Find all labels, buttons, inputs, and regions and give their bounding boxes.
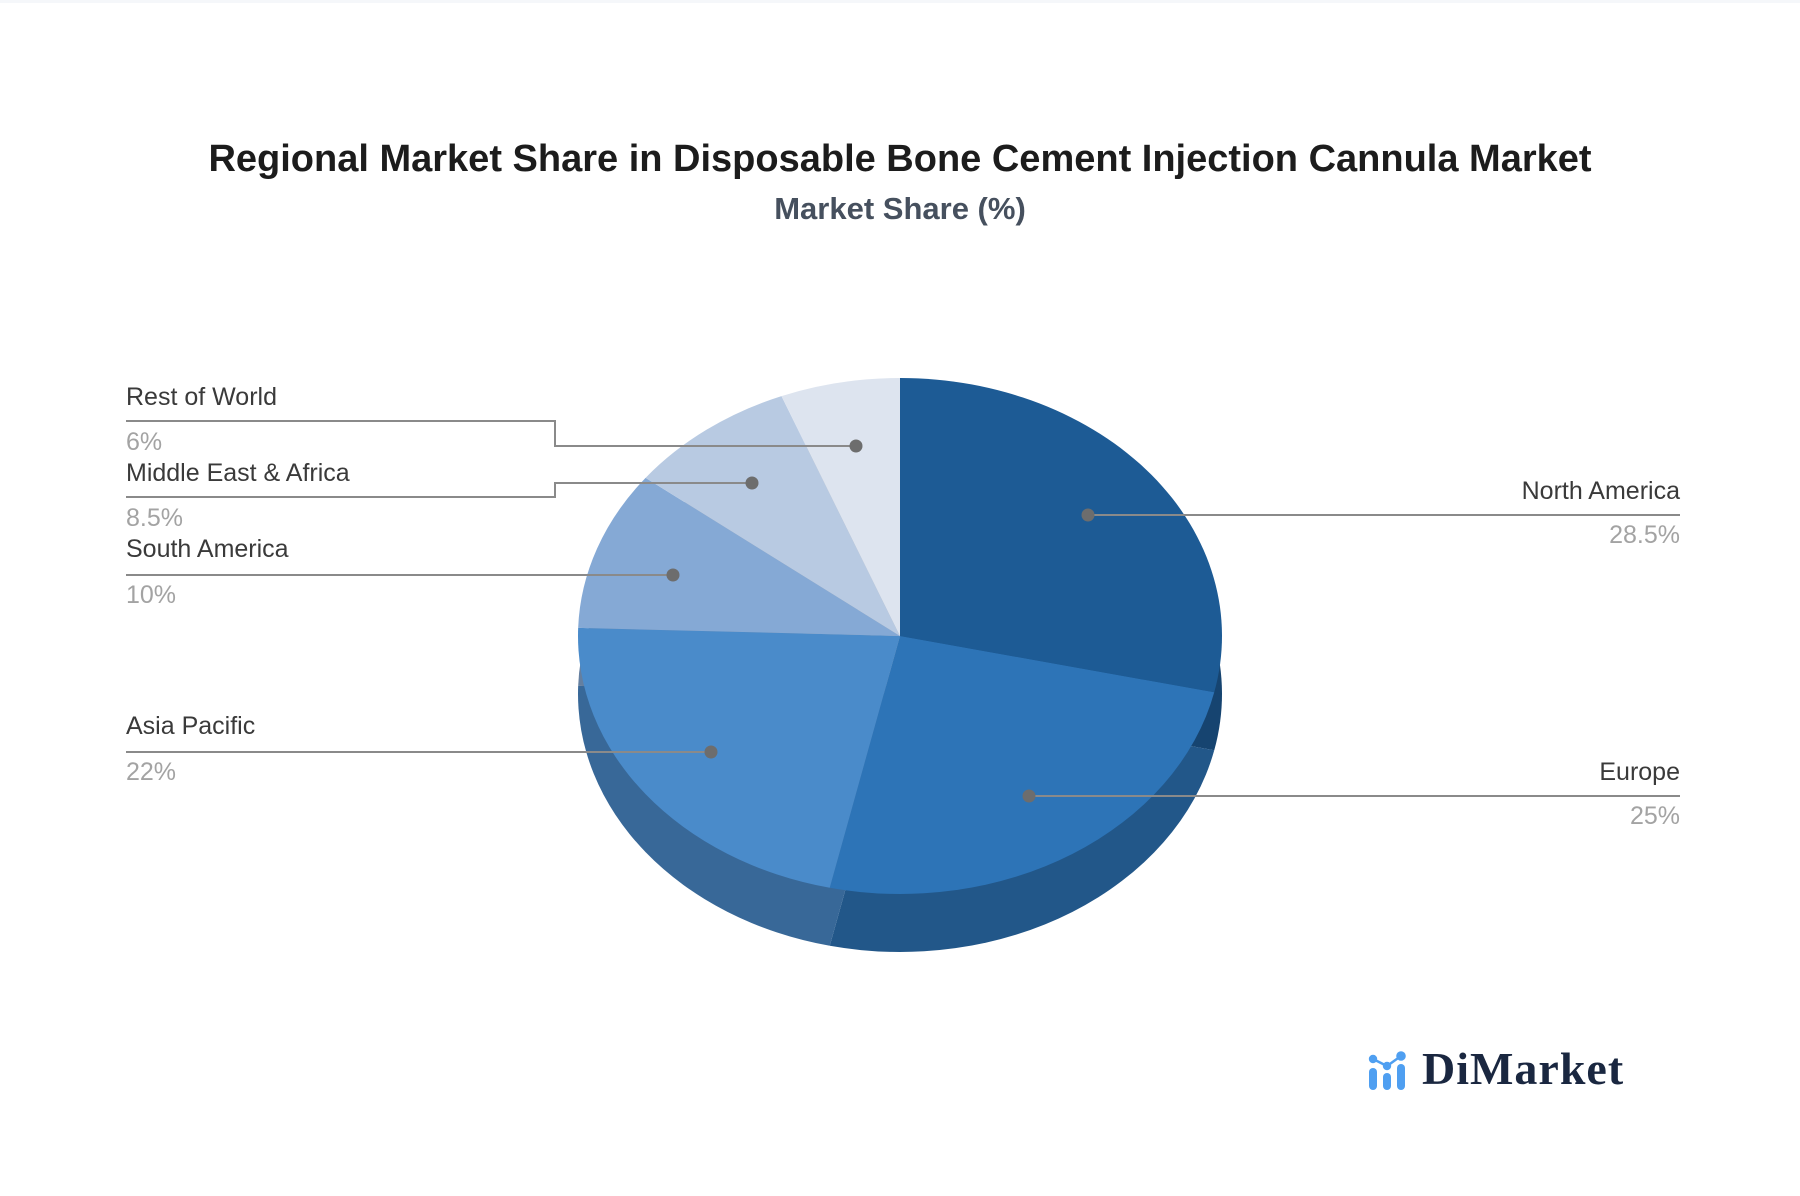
leader-line-middle-east-africa: [126, 482, 752, 498]
pie-slice-south-america[interactable]: [578, 477, 900, 636]
leader-dot-europe: [1022, 789, 1036, 803]
page-top-border: [0, 0, 1800, 3]
value-north-america: 28.5%: [1609, 521, 1680, 549]
bar-line-chart-icon: [1368, 1051, 1406, 1090]
chart-subtitle: Market Share (%): [774, 191, 1026, 226]
pie-slice-north-america[interactable]: [900, 377, 1222, 693]
leader-dot-north-america: [1081, 508, 1095, 522]
pie-slice-rest-of-world[interactable]: [781, 378, 900, 636]
pie-slice-middle-east-africa[interactable]: [645, 396, 900, 636]
logo-text: DiMarket: [1422, 1043, 1625, 1094]
value-rest-of-world: 6%: [126, 428, 163, 456]
label-europe: Europe: [1599, 758, 1680, 786]
chart-title: Regional Market Share in Disposable Bone…: [208, 138, 1592, 180]
label-north-america: North America: [1521, 477, 1680, 505]
pie-slice-asia-pacific[interactable]: [578, 627, 900, 888]
leader-dot-asia-pacific: [704, 745, 718, 759]
pie-slice-europe[interactable]: [829, 636, 1215, 894]
label-south-america: South America: [126, 535, 289, 563]
leader-dot-south-america: [666, 568, 680, 582]
value-asia-pacific: 22%: [126, 758, 177, 786]
value-south-america: 10%: [126, 581, 177, 609]
label-rest-of-world: Rest of World: [126, 383, 277, 411]
dimarket-logo: DiMarket: [1366, 1040, 1624, 1092]
leader-dot-middle-east-africa: [745, 476, 759, 490]
value-middle-east-africa: 8.5%: [126, 504, 183, 532]
leader-dot-rest-of-world: [849, 439, 863, 453]
label-asia-pacific: Asia Pacific: [126, 712, 256, 740]
label-middle-east-africa: Middle East & Africa: [126, 459, 350, 487]
value-europe: 25%: [1629, 802, 1680, 830]
leader-line-rest-of-world: [126, 420, 856, 447]
